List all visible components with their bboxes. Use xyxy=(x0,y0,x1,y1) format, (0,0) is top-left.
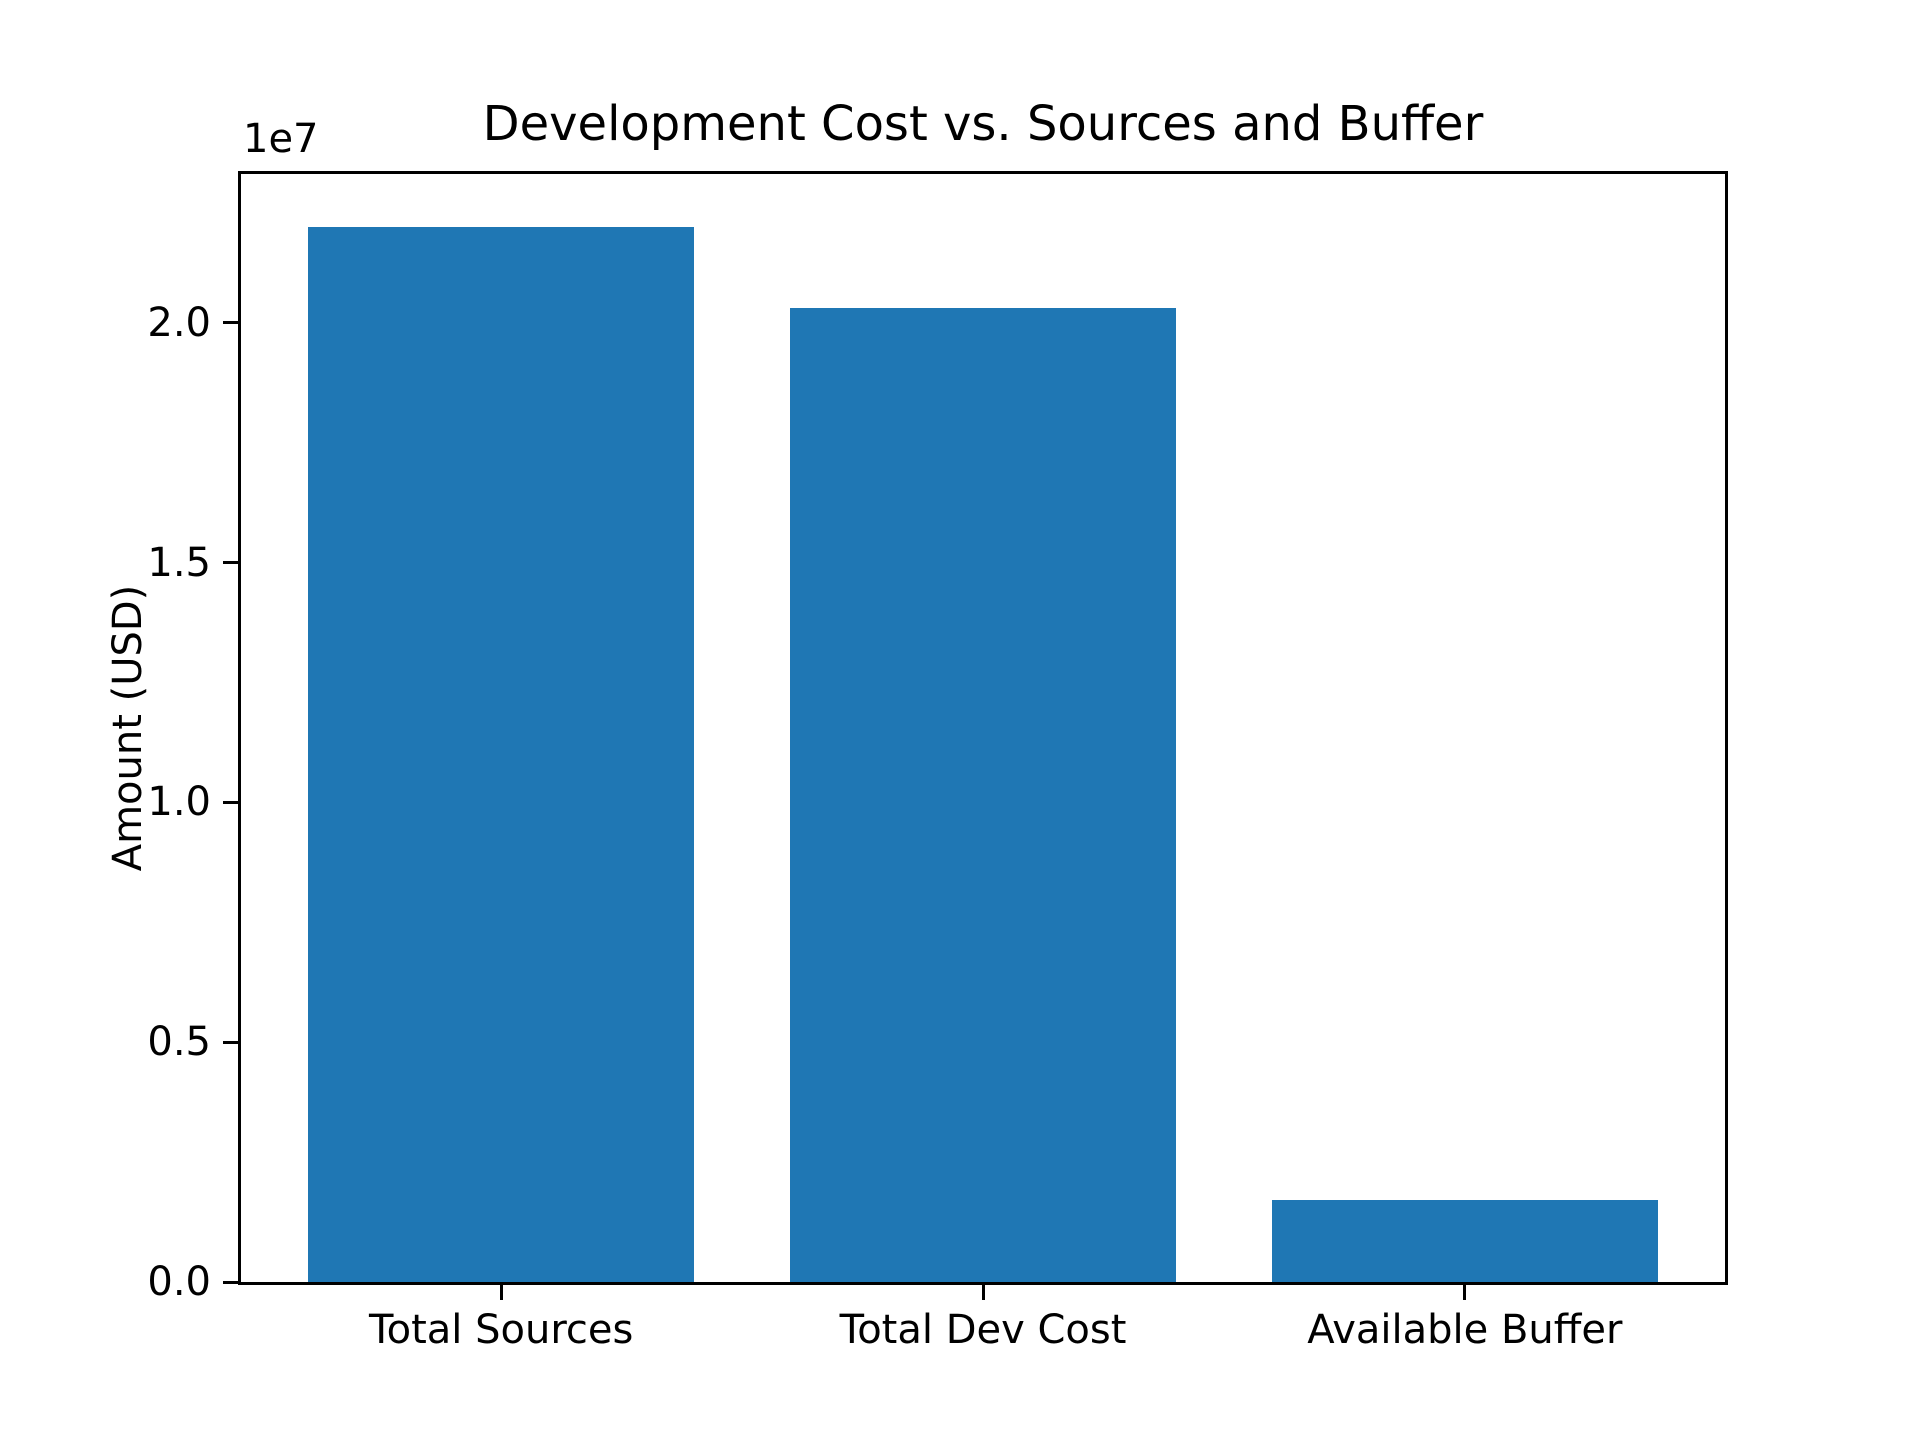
chart-title: Development Cost vs. Sources and Buffer xyxy=(482,96,1484,152)
x-tick-mark xyxy=(1463,1285,1467,1300)
x-tick-label-available-buffer: Available Buffer xyxy=(1307,1307,1623,1353)
y-tick-label: 0.0 xyxy=(147,1259,211,1305)
x-tick-mark xyxy=(499,1285,503,1300)
y-tick-label: 1.5 xyxy=(147,539,211,586)
bar-total-sources xyxy=(308,226,694,1282)
bar-total-dev-cost xyxy=(790,308,1176,1282)
y-tick-label: 2.0 xyxy=(147,299,211,346)
y-tick-label: 0.5 xyxy=(147,1019,211,1066)
plot-area: 0.0 0.5 1.0 1.5 2.0 Total Sources Total Dev C… xyxy=(147,171,1728,1352)
y-tick-mark xyxy=(223,1280,238,1284)
y-tick-mark xyxy=(223,1040,238,1044)
y-axis-offset-label: 1e7 xyxy=(243,116,319,162)
y-tick-mark xyxy=(223,561,238,565)
y-tick-mark xyxy=(223,321,238,325)
x-tick-mark xyxy=(981,1285,985,1300)
y-tick-label: 1.0 xyxy=(147,779,211,826)
y-tick-mark xyxy=(223,800,238,804)
x-tick-label-total-dev-cost: Total Dev Cost xyxy=(839,1307,1127,1353)
x-tick-label-total-sources: Total Sources xyxy=(368,1307,634,1353)
bar-available-buffer xyxy=(1272,1200,1658,1282)
y-axis-label: Amount (USD) xyxy=(105,584,151,872)
